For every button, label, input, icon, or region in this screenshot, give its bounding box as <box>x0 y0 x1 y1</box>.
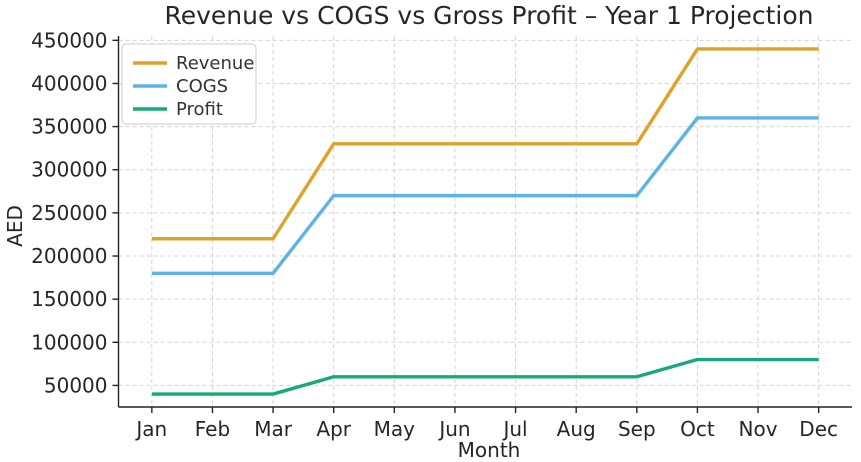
y-axis-ticks: 50000 100000 150000 200000 250000 300000 35000… <box>31 28 119 397</box>
y-tick-label: 200000 <box>31 244 107 268</box>
x-tick-label: Jun <box>437 417 470 441</box>
y-tick-label: 450000 <box>31 28 107 52</box>
x-axis-ticks: Jan Feb Mar Apr May Jun Jul Aug Sep Oct Nov Dec <box>134 407 838 441</box>
series-line-cogs <box>151 116 819 275</box>
legend-label-profit: Profit <box>176 99 223 120</box>
y-tick-label: 50000 <box>44 373 108 397</box>
x-tick-label: Nov <box>739 417 778 441</box>
data-series <box>151 47 819 396</box>
chart-title: Revenue vs COGS vs Gross Profit – Year 1… <box>164 1 813 30</box>
y-tick-label: 400000 <box>31 71 107 95</box>
y-tick-label: 350000 <box>31 115 107 139</box>
y-axis-label: AED <box>3 205 27 247</box>
y-tick-label: 100000 <box>31 330 107 354</box>
x-tick-label: Sep <box>618 417 656 441</box>
legend-label-cogs: COGS <box>176 76 228 97</box>
series-line-revenue <box>151 47 819 241</box>
x-tick-label: Jan <box>134 417 167 441</box>
x-tick-label: Aug <box>557 417 596 441</box>
y-tick-label: 300000 <box>31 158 107 182</box>
x-tick-label: Dec <box>799 417 838 441</box>
x-axis-label: Month <box>458 438 521 462</box>
x-tick-label: Mar <box>254 417 293 441</box>
y-tick-label: 250000 <box>31 201 107 225</box>
x-tick-label: Apr <box>316 417 351 441</box>
x-tick-label: Feb <box>195 417 230 441</box>
legend-label-revenue: Revenue <box>176 53 254 74</box>
x-tick-label: May <box>374 417 416 441</box>
y-tick-label: 150000 <box>31 287 107 311</box>
x-tick-label: Jul <box>501 417 527 441</box>
x-tick-label: Oct <box>680 417 715 441</box>
series-line-profit <box>151 357 819 396</box>
